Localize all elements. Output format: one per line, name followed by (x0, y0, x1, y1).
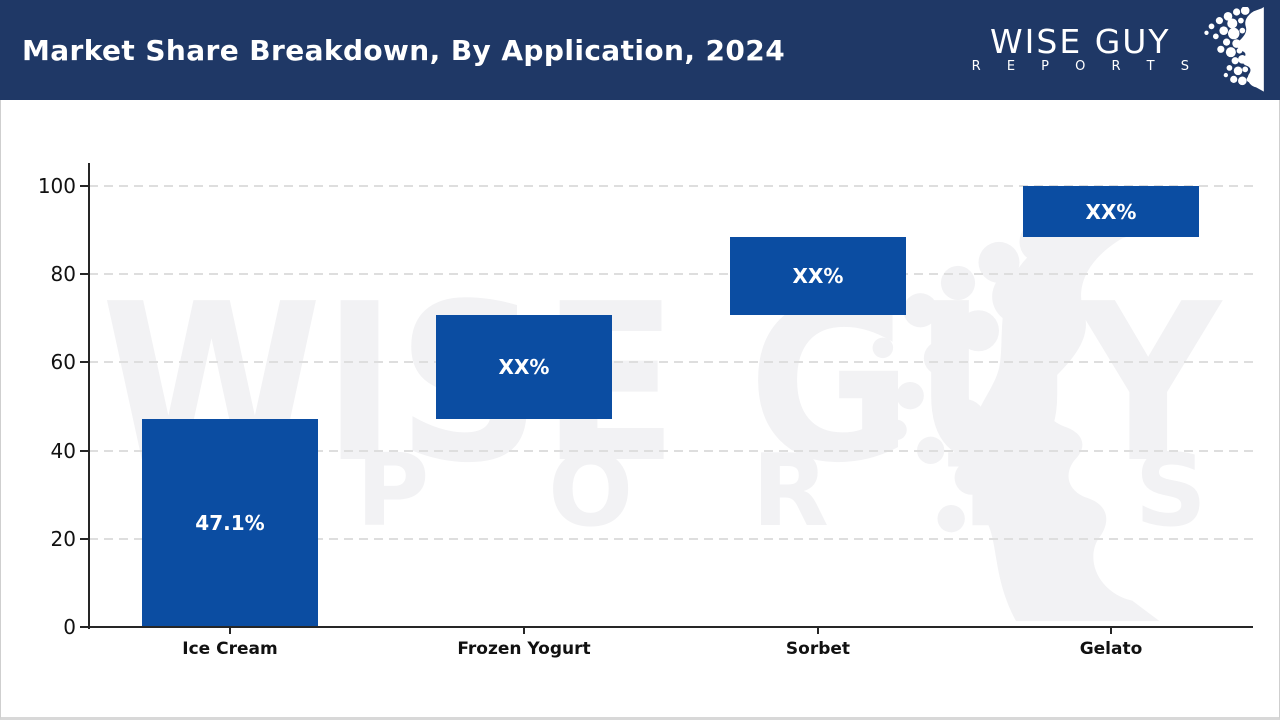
dot-face-logo-icon (1204, 7, 1264, 92)
x-tick-mark-1 (523, 627, 525, 634)
x-tick-mark-2 (817, 627, 819, 634)
y-tick-mark-80 (80, 273, 89, 276)
y-tick-label-0: 0 (63, 615, 76, 639)
y-tick-mark-60 (80, 361, 89, 364)
gridline-40 (89, 449, 1253, 452)
gridline-100 (89, 185, 1253, 187)
brand-name: WISE GUY (990, 22, 1171, 61)
bar-sorbet: XX% (730, 237, 906, 316)
gridline-20 (89, 537, 1253, 540)
brand-subname: R E P O R T S (971, 59, 1200, 74)
bar-ice-cream: 47.1% (142, 419, 318, 627)
header-bar: Market Share Breakdown, By Application, … (0, 0, 1280, 100)
x-tick-mark-3 (1110, 627, 1112, 634)
y-tick-mark-0 (80, 626, 89, 628)
y-tick-label-100: 100 (37, 174, 76, 198)
bar-value-label: XX% (1085, 199, 1137, 224)
x-axis-line (88, 626, 1253, 628)
y-axis-line (88, 163, 90, 629)
y-tick-label-60: 60 (50, 350, 76, 375)
y-tick-mark-40 (80, 449, 89, 452)
page-title: Market Share Breakdown, By Application, … (22, 33, 786, 67)
x-category-label-2: Sorbet (785, 639, 851, 659)
bar-gelato: XX% (1023, 186, 1199, 238)
gridline-60 (89, 361, 1253, 364)
bar-value-label: 47.1% (195, 511, 265, 536)
y-tick-label-20: 20 (50, 526, 76, 551)
y-tick-mark-20 (80, 537, 89, 540)
y-tick-label-40: 40 (50, 438, 76, 463)
bar-value-label: XX% (498, 355, 550, 380)
gridline-80 (89, 273, 1253, 276)
x-category-label-1: Frozen Yogurt (457, 639, 591, 659)
y-tick-mark-100 (80, 185, 89, 187)
x-category-label-3: Gelato (1079, 639, 1143, 659)
brand-logo-text: WISE GUY R E P O R T S (961, 25, 1200, 75)
bar-value-label: XX% (792, 264, 844, 289)
bar-frozen-yogurt: XX% (436, 315, 612, 420)
brand-logo: WISE GUY R E P O R T S (961, 7, 1270, 93)
x-category-label-0: Ice Cream (182, 639, 278, 659)
y-tick-label-80: 80 (50, 262, 76, 287)
x-tick-mark-0 (229, 627, 231, 634)
